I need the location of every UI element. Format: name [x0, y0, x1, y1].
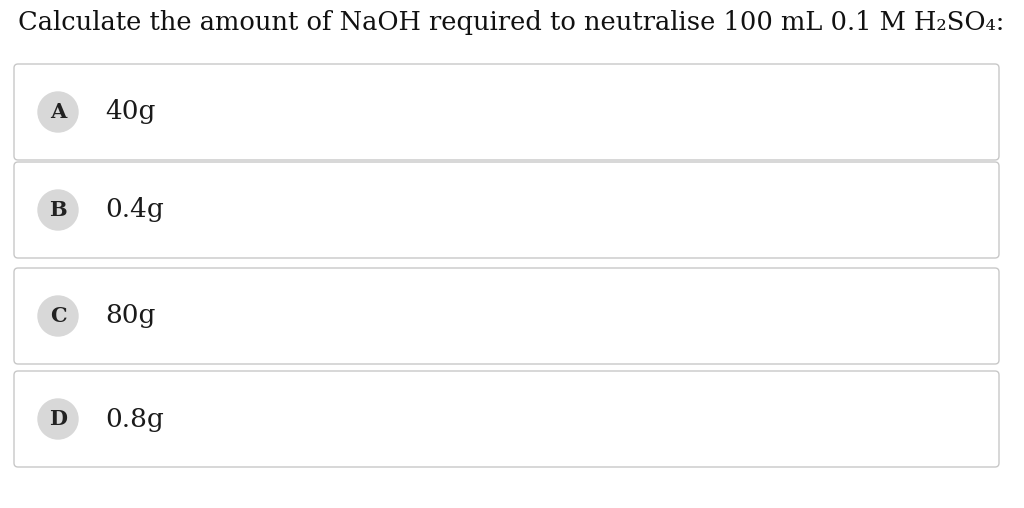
- FancyBboxPatch shape: [14, 371, 999, 467]
- Text: 0.8g: 0.8g: [105, 406, 164, 431]
- Text: D: D: [49, 409, 67, 429]
- Circle shape: [38, 296, 78, 336]
- Text: 80g: 80g: [105, 303, 156, 329]
- Text: Calculate the amount of NaOH required to neutralise 100 mL 0.1 M H₂SO₄:: Calculate the amount of NaOH required to…: [18, 10, 1005, 35]
- FancyBboxPatch shape: [14, 64, 999, 160]
- Circle shape: [38, 92, 78, 132]
- Text: A: A: [50, 102, 67, 122]
- Circle shape: [38, 399, 78, 439]
- Text: 40g: 40g: [105, 100, 156, 124]
- Text: 0.4g: 0.4g: [105, 198, 164, 223]
- FancyBboxPatch shape: [14, 268, 999, 364]
- Text: B: B: [49, 200, 67, 220]
- Text: C: C: [50, 306, 67, 326]
- FancyBboxPatch shape: [14, 162, 999, 258]
- Circle shape: [38, 190, 78, 230]
